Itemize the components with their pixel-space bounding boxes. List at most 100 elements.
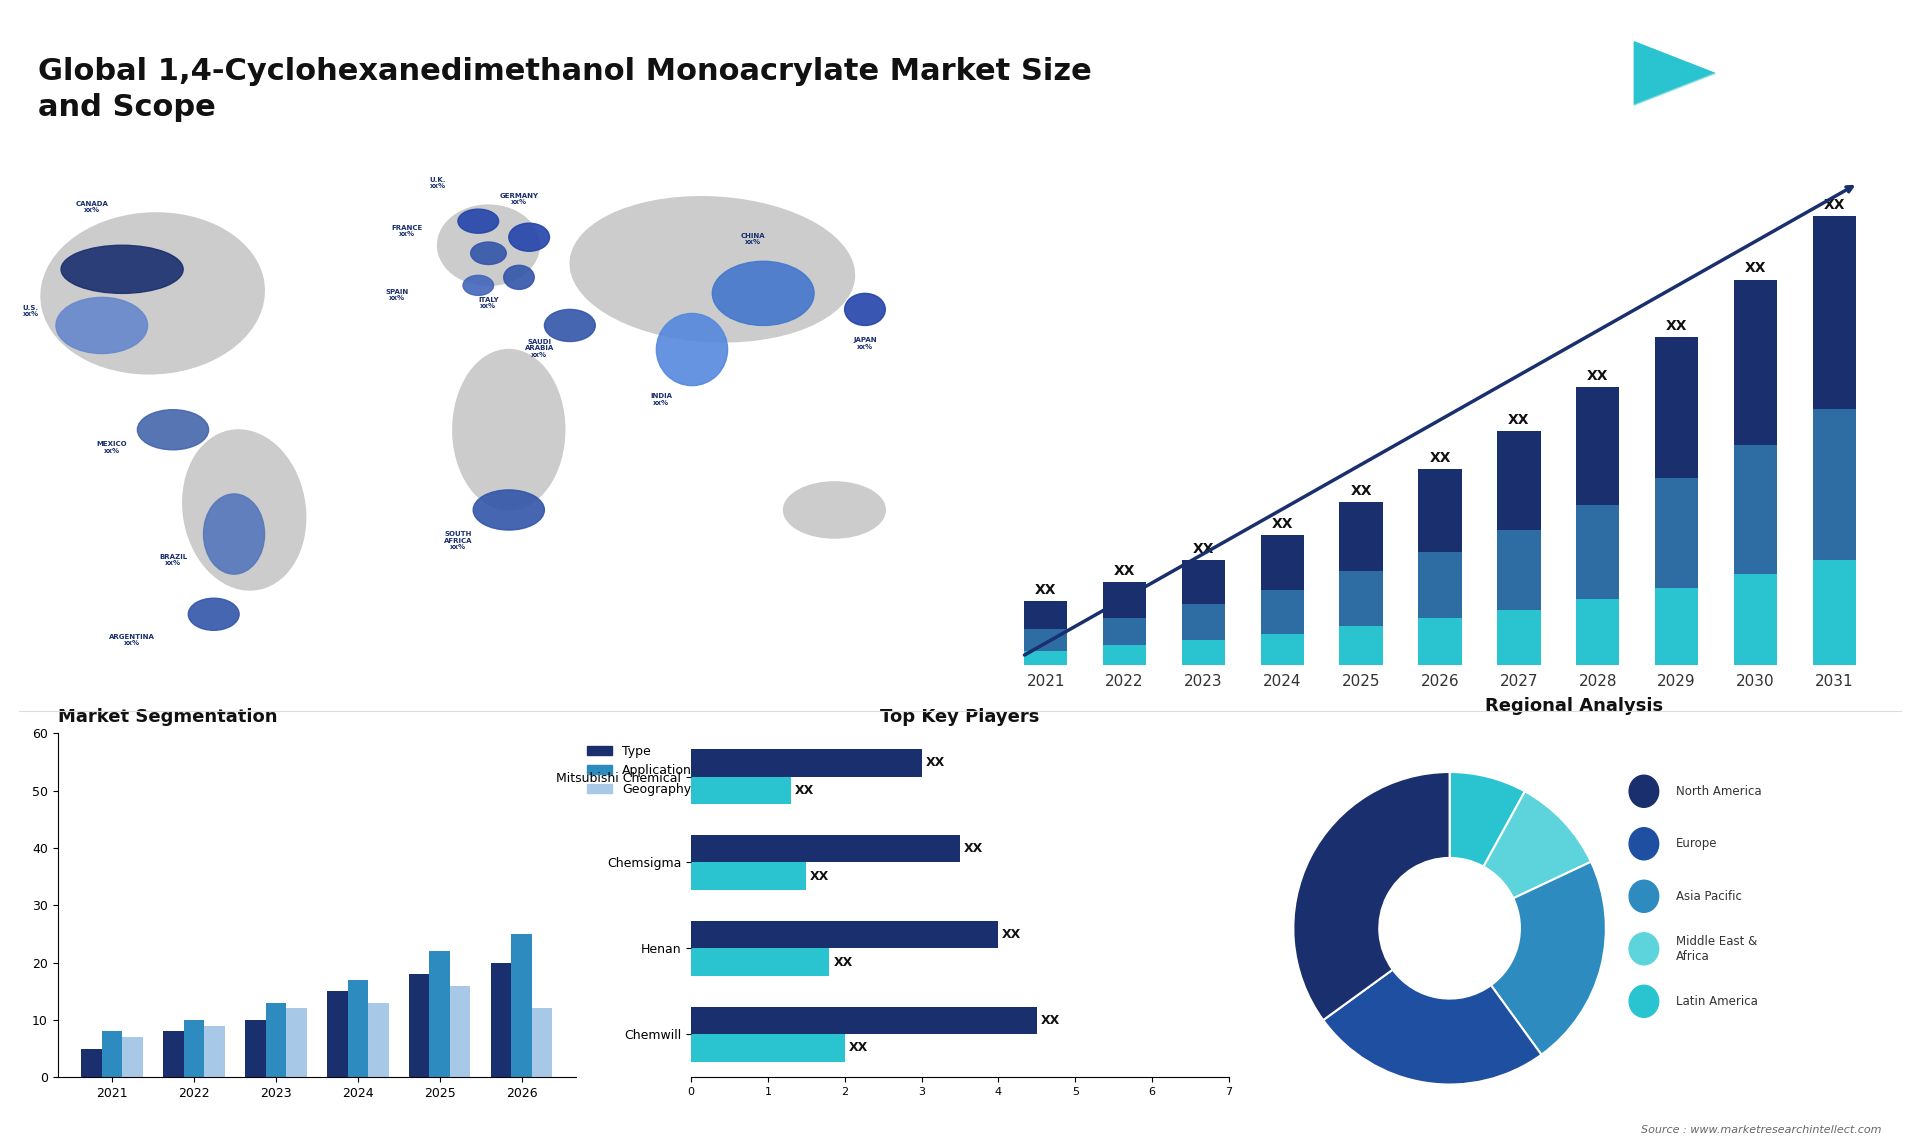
Bar [1812,560,1857,665]
Bar [1576,598,1619,665]
Legend: Type, Application, Geography: Type, Application, Geography [582,739,697,801]
Bar [184,1020,204,1077]
Bar [102,1031,123,1077]
Bar [1655,337,1699,478]
Bar [532,1008,553,1077]
Bar [265,1003,286,1077]
Text: XX: XX [1041,1014,1060,1027]
Wedge shape [1323,970,1542,1084]
Text: U.K.
xx%: U.K. xx% [430,176,445,189]
Ellipse shape [657,313,728,385]
Bar [1498,529,1540,610]
Title: Regional Analysis: Regional Analysis [1486,697,1663,715]
Text: CANADA
xx%: CANADA xx% [75,201,108,213]
Bar [430,951,449,1077]
Wedge shape [1294,772,1450,1020]
Text: Source : www.marketresearchintellect.com: Source : www.marketresearchintellect.com [1642,1124,1882,1135]
Bar [1340,502,1382,571]
Text: Asia Pacific: Asia Pacific [1676,889,1741,903]
Text: XX: XX [1428,452,1452,465]
Circle shape [1628,986,1659,1018]
Title: Top Key Players: Top Key Players [879,708,1041,727]
Ellipse shape [509,223,549,251]
Text: MARKET: MARKET [1734,49,1780,60]
Bar [1655,478,1699,588]
Text: XX: XX [795,784,814,796]
Bar [1734,445,1778,574]
Ellipse shape [470,242,507,265]
Bar [1419,470,1461,552]
Bar [691,1034,845,1061]
Bar [1102,582,1146,618]
Bar [1419,552,1461,618]
Ellipse shape [459,209,499,234]
Text: XX: XX [1824,198,1845,212]
Text: XX: XX [964,842,983,855]
Bar [1419,618,1461,665]
Text: XX: XX [833,956,852,968]
Bar [1261,590,1304,635]
Wedge shape [1492,862,1605,1054]
Text: FRANCE
xx%: FRANCE xx% [392,225,422,237]
Text: GERMANY
xx%: GERMANY xx% [499,193,538,205]
Ellipse shape [545,309,595,342]
Ellipse shape [712,261,814,325]
Bar [326,991,348,1077]
Bar [348,980,369,1077]
Text: BRAZIL
xx%: BRAZIL xx% [159,554,186,566]
Text: Middle East &
Africa: Middle East & Africa [1676,935,1757,963]
Bar [691,835,960,863]
Ellipse shape [570,197,854,342]
Bar [81,1049,102,1077]
Text: SAUDI
ARABIA
xx%: SAUDI ARABIA xx% [524,338,555,358]
Text: Global 1,4-Cyclohexanedimethanol Monoacrylate Market Size
and Scope: Global 1,4-Cyclohexanedimethanol Monoacr… [38,57,1092,123]
Text: ITALY
xx%: ITALY xx% [478,297,499,309]
Bar [449,986,470,1077]
Bar [1812,217,1857,409]
Bar [246,1020,265,1077]
Bar [1261,635,1304,665]
Bar [691,948,829,975]
Bar [1498,610,1540,665]
Text: XX: XX [810,870,829,882]
Bar [1576,387,1619,505]
Text: XX: XX [1588,369,1609,383]
Bar [1102,618,1146,645]
Polygon shape [1634,73,1715,104]
Ellipse shape [503,265,534,289]
Bar [1181,604,1225,639]
Polygon shape [1634,42,1715,104]
Text: XX: XX [1745,261,1766,275]
Text: Latin America: Latin America [1676,995,1759,1007]
Bar [286,1008,307,1077]
Text: SOUTH
AFRICA
xx%: SOUTH AFRICA xx% [444,531,472,550]
Bar [691,749,922,777]
Bar [204,1026,225,1077]
Bar [1181,639,1225,665]
Bar [492,963,511,1077]
Text: INTELLECT: INTELLECT [1734,94,1791,103]
Bar [691,920,998,948]
Bar [1102,645,1146,665]
Text: XX: XX [1667,320,1688,333]
Ellipse shape [783,481,885,539]
Text: JAPAN
xx%: JAPAN xx% [852,337,877,350]
Bar [409,974,430,1077]
Bar [1023,651,1068,665]
Text: XX: XX [1192,542,1213,556]
Bar [1181,560,1225,604]
Bar [1340,571,1382,626]
Ellipse shape [453,350,564,510]
Ellipse shape [188,598,240,630]
Text: SPAIN
xx%: SPAIN xx% [386,289,409,301]
Text: XX: XX [1114,564,1135,578]
Bar [369,1003,388,1077]
Ellipse shape [463,275,493,296]
Bar [1734,574,1778,665]
Bar [1261,535,1304,590]
Bar [163,1031,184,1077]
Ellipse shape [61,245,182,293]
Text: North America: North America [1676,785,1763,798]
Ellipse shape [845,293,885,325]
Text: U.S.
xx%: U.S. xx% [23,305,38,317]
